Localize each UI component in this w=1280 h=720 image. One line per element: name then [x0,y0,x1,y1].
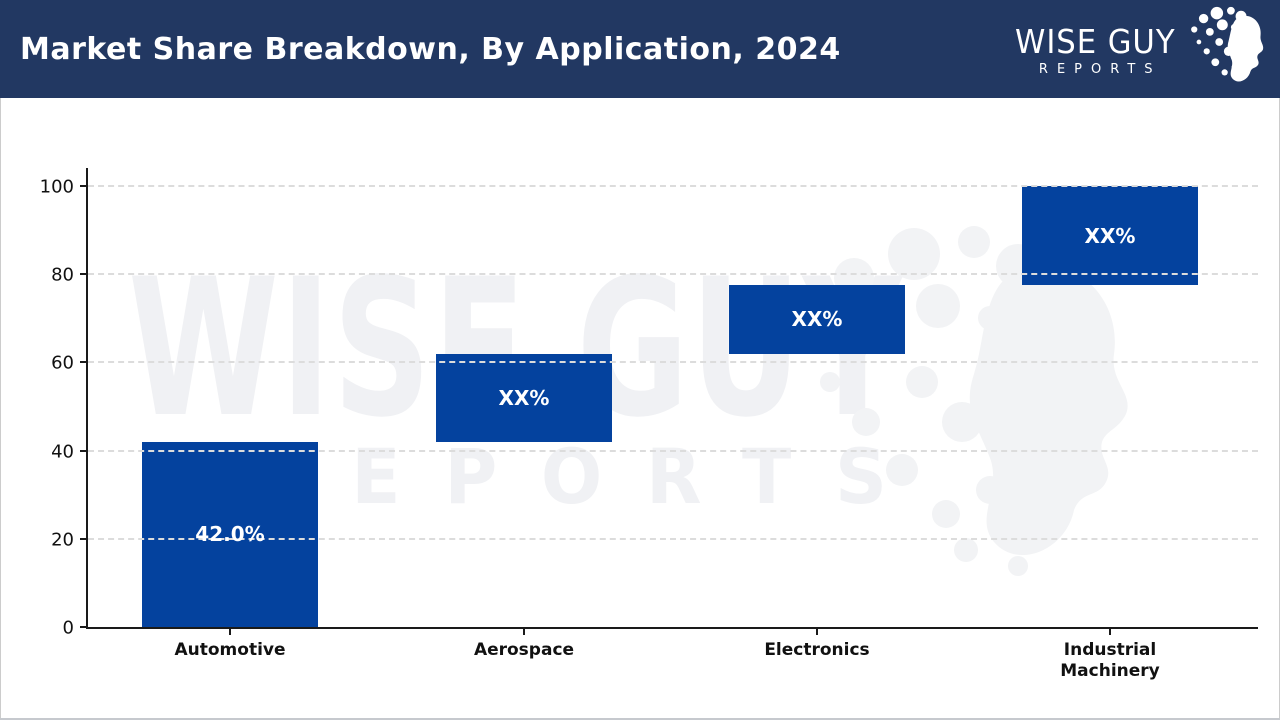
gridline [88,185,1258,187]
gridline [88,537,1258,540]
page-border-bottom [0,718,1280,720]
logo-wordmark: WISE GUY REPORTS [1009,22,1182,77]
y-tick-label: 0 [62,617,74,639]
category-label: Automotive [174,640,286,660]
category-label: Industrial Machinery [1060,640,1160,682]
bar-electronics [729,285,905,354]
x-axis-tick [816,628,818,635]
y-axis-tick [80,626,88,628]
watermark-reports: REPORTS [252,432,931,521]
bar-value-label: XX% [1084,223,1136,248]
category-label: Aerospace [473,640,575,660]
bar-industrial-machinery [1022,186,1198,286]
gridline [88,273,1258,276]
y-axis-tick [80,537,88,540]
logo-reports: REPORTS [1038,61,1162,77]
y-axis-tick [80,361,88,364]
bar-value-label: XX% [791,307,843,332]
header: Market Share Breakdown, By Application, … [0,0,1280,98]
y-axis-tick [80,449,88,452]
dotted-head-profile-icon [1191,6,1264,82]
gridline [88,449,1258,452]
bar-value-label: 42.0% [195,522,265,547]
y-tick-label: 40 [51,441,74,463]
bar-value-label: XX% [498,385,550,410]
category-label: Electronics [764,640,870,660]
x-axis-tick [1109,628,1111,635]
wise-guy-logo: WISE GUY REPORTS [1009,6,1266,92]
y-tick-label: 60 [51,352,74,374]
y-axis-tick [80,185,88,187]
y-tick-label: 100 [39,176,74,198]
x-axis-tick [229,628,231,635]
bar-aerospace [436,353,612,442]
y-axis-tick [80,273,88,276]
x-axis-tick [523,628,525,635]
logo-name: WISE GUY [1015,21,1176,61]
page-title: Market Share Breakdown, By Application, … [20,31,841,67]
gridline [88,361,1258,364]
y-tick-label: 20 [51,529,74,551]
x-axis [86,627,1258,629]
y-axis [86,168,88,629]
page-border-left [0,98,1,720]
y-tick-label: 80 [51,264,74,286]
bar-automotive [142,441,318,627]
watermark-dotted-head-icon [796,226,1128,576]
